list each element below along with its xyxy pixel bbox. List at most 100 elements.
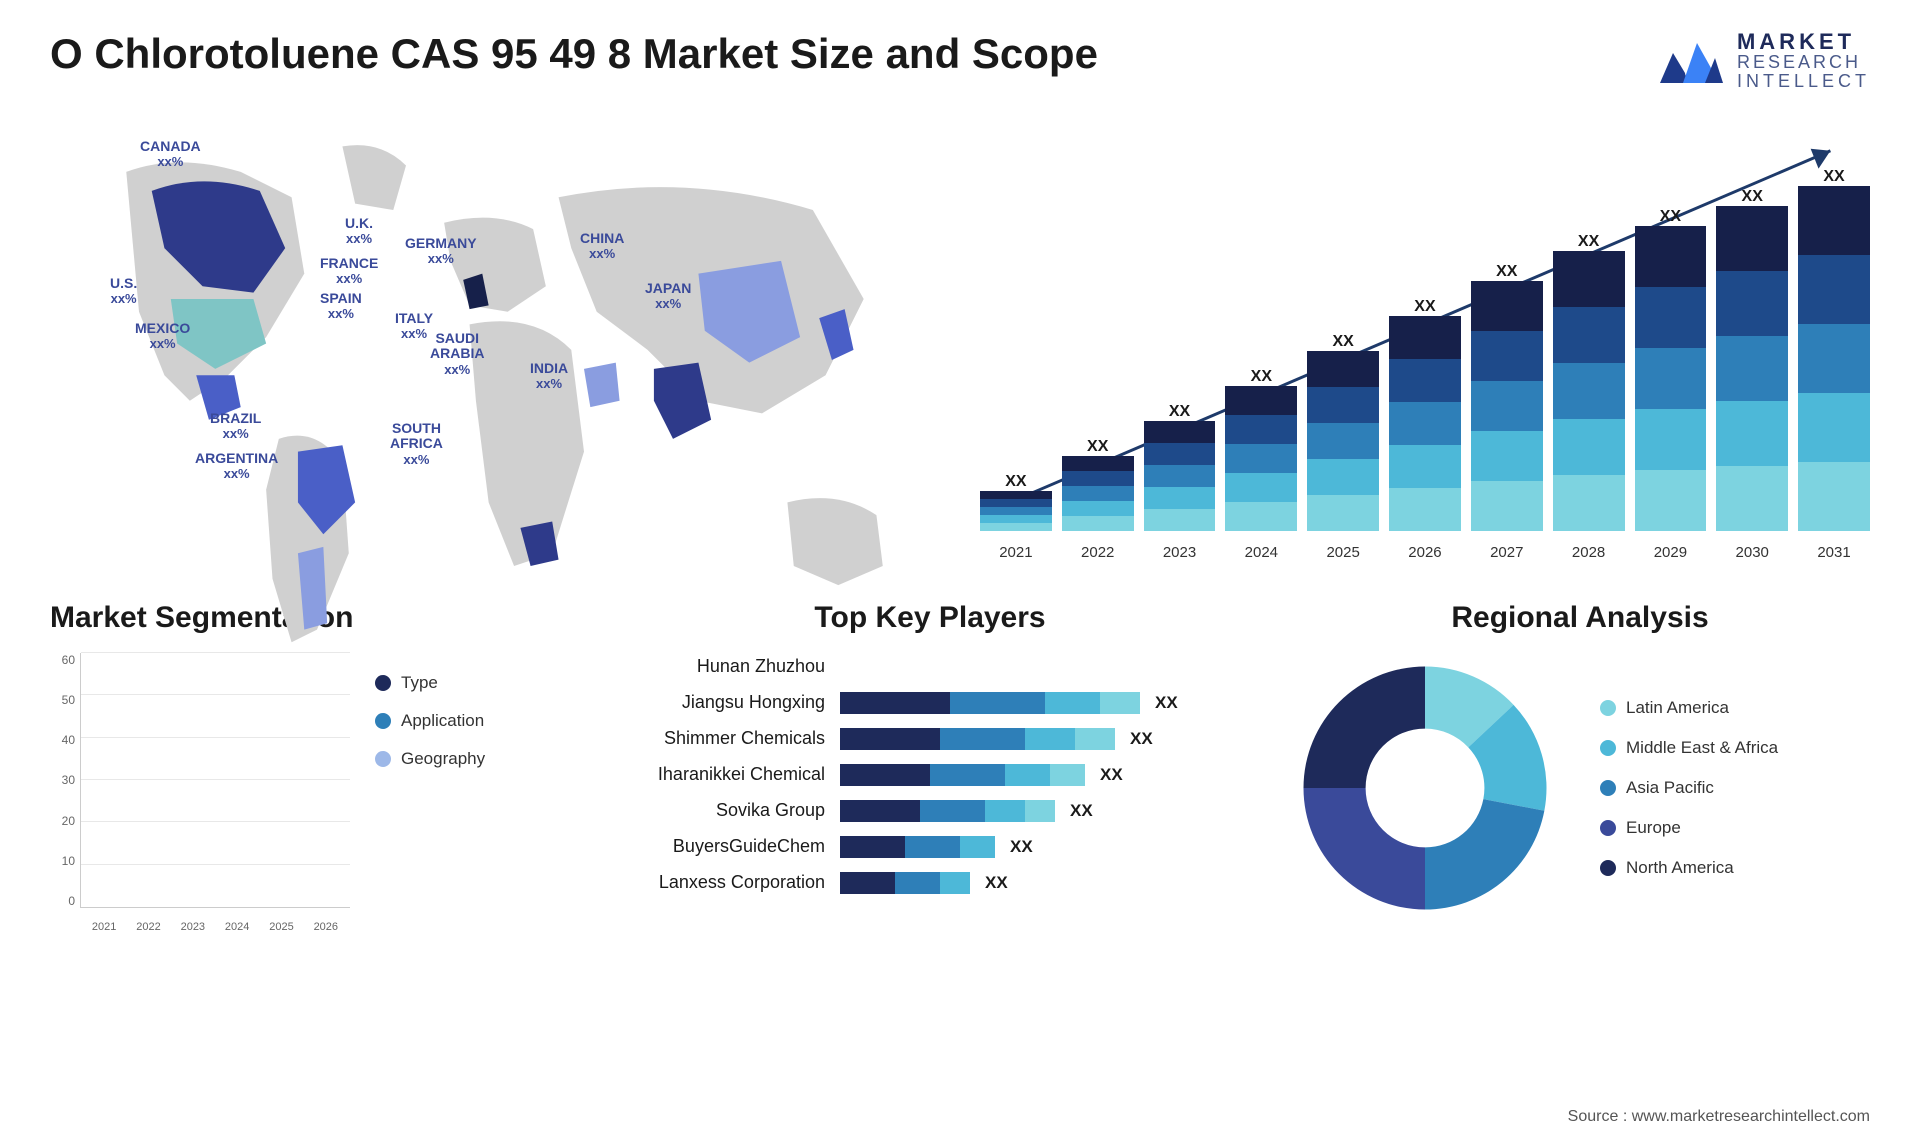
seg-x-label: 2023: [175, 921, 211, 933]
player-value: XX: [1100, 765, 1123, 785]
growth-bar: XX: [980, 491, 1052, 531]
seg-x-label: 2025: [263, 921, 299, 933]
growth-bar-label: XX: [1578, 233, 1599, 251]
donut-slice: [1304, 788, 1426, 910]
player-row: Iharanikkei Chemical XX: [620, 761, 1240, 789]
logo-text-3: INTELLECT: [1737, 72, 1870, 91]
seg-y-tick: 50: [50, 693, 75, 707]
player-bar: [840, 836, 995, 858]
player-bar: [840, 692, 1140, 714]
seg-x-label: 2022: [130, 921, 166, 933]
legend-label: Geography: [401, 749, 485, 769]
growth-bar-label: XX: [1660, 208, 1681, 226]
legend-item: Asia Pacific: [1600, 778, 1778, 798]
legend-item: Middle East & Africa: [1600, 738, 1778, 758]
growth-bar-label: XX: [1496, 263, 1517, 281]
player-row: Lanxess Corporation XX: [620, 869, 1240, 897]
growth-bar-label: XX: [1251, 368, 1272, 386]
logo-text-1: MARKET: [1737, 30, 1870, 53]
legend-dot-icon: [1600, 700, 1616, 716]
legend-item: Latin America: [1600, 698, 1778, 718]
legend-label: Asia Pacific: [1626, 778, 1714, 798]
player-value: XX: [985, 873, 1008, 893]
growth-x-label: 2022: [1062, 544, 1134, 561]
legend-label: Latin America: [1626, 698, 1729, 718]
legend-label: Middle East & Africa: [1626, 738, 1778, 758]
legend-label: North America: [1626, 858, 1734, 878]
legend-dot-icon: [375, 713, 391, 729]
player-name: BuyersGuideChem: [620, 836, 840, 857]
map-label: U.K.xx%: [345, 216, 373, 247]
seg-x-label: 2026: [308, 921, 344, 933]
player-name: Lanxess Corporation: [620, 872, 840, 893]
legend-item: Europe: [1600, 818, 1778, 838]
growth-bar-label: XX: [1332, 333, 1353, 351]
growth-bar: XX: [1389, 316, 1461, 531]
growth-bar: XX: [1144, 421, 1216, 531]
player-name: Sovika Group: [620, 800, 840, 821]
player-value: XX: [1070, 801, 1093, 821]
growth-bar: XX: [1798, 186, 1870, 531]
map-label: CANADAxx%: [140, 139, 201, 170]
seg-y-tick: 0: [50, 894, 75, 908]
logo-mark-icon: [1655, 33, 1725, 88]
growth-x-label: 2026: [1389, 544, 1461, 561]
growth-bar: XX: [1471, 281, 1543, 531]
growth-bar-label: XX: [1823, 168, 1844, 186]
growth-bar: XX: [1225, 386, 1297, 531]
seg-y-tick: 60: [50, 653, 75, 667]
player-bar: [840, 872, 970, 894]
map-label: INDIAxx%: [530, 361, 568, 392]
growth-bar: XX: [1553, 251, 1625, 531]
growth-bar: XX: [1716, 206, 1788, 531]
source-text: Source : www.marketresearchintellect.com: [1568, 1108, 1870, 1126]
seg-y-tick: 20: [50, 814, 75, 828]
map-label: SOUTHAFRICAxx%: [390, 421, 443, 467]
map-label: ARGENTINAxx%: [195, 451, 278, 482]
player-name: Iharanikkei Chemical: [620, 764, 840, 785]
player-bar: [840, 800, 1055, 822]
legend-dot-icon: [1600, 820, 1616, 836]
player-row: Sovika Group XX: [620, 797, 1240, 825]
seg-y-tick: 40: [50, 733, 75, 747]
map-label: SAUDIARABIAxx%: [430, 331, 484, 377]
growth-bar: XX: [1307, 351, 1379, 531]
legend-dot-icon: [1600, 780, 1616, 796]
growth-x-label: 2024: [1225, 544, 1297, 561]
growth-x-label: 2027: [1471, 544, 1543, 561]
regional-title: Regional Analysis: [1290, 601, 1870, 635]
growth-bar-label: XX: [1005, 473, 1026, 491]
growth-bar-label: XX: [1742, 188, 1763, 206]
logo-text-2: RESEARCH: [1737, 53, 1870, 72]
growth-bar: XX: [1635, 226, 1707, 531]
player-name: Shimmer Chemicals: [620, 728, 840, 749]
growth-x-label: 2029: [1635, 544, 1707, 561]
seg-y-tick: 30: [50, 773, 75, 787]
legend-item: Application: [375, 711, 485, 731]
legend-label: Application: [401, 711, 484, 731]
legend-dot-icon: [1600, 860, 1616, 876]
player-value: XX: [1010, 837, 1033, 857]
donut-slice: [1304, 666, 1426, 788]
map-svg: [50, 121, 940, 680]
map-label: SPAINxx%: [320, 291, 362, 322]
page-title: O Chlorotoluene CAS 95 49 8 Market Size …: [50, 30, 1098, 78]
growth-x-label: 2021: [980, 544, 1052, 561]
player-bar: [840, 764, 1085, 786]
player-name: Jiangsu Hongxing: [620, 692, 840, 713]
map-label: FRANCExx%: [320, 256, 378, 287]
donut-slice: [1425, 799, 1544, 909]
legend-label: Europe: [1626, 818, 1681, 838]
legend-dot-icon: [1600, 740, 1616, 756]
legend-item: Geography: [375, 749, 485, 769]
growth-bar: XX: [1062, 456, 1134, 531]
growth-bar-chart: XXXXXXXXXXXXXXXXXXXXXX 20212022202320242…: [980, 121, 1870, 561]
player-value: XX: [1155, 693, 1178, 713]
regional-panel: Regional Analysis Latin America Middle Ea…: [1290, 601, 1870, 933]
map-label: ITALYxx%: [395, 311, 433, 342]
legend-item: North America: [1600, 858, 1778, 878]
seg-x-label: 2024: [219, 921, 255, 933]
seg-x-label: 2021: [86, 921, 122, 933]
regional-legend: Latin America Middle East & Africa Asia Pa…: [1600, 698, 1778, 878]
growth-x-label: 2031: [1798, 544, 1870, 561]
